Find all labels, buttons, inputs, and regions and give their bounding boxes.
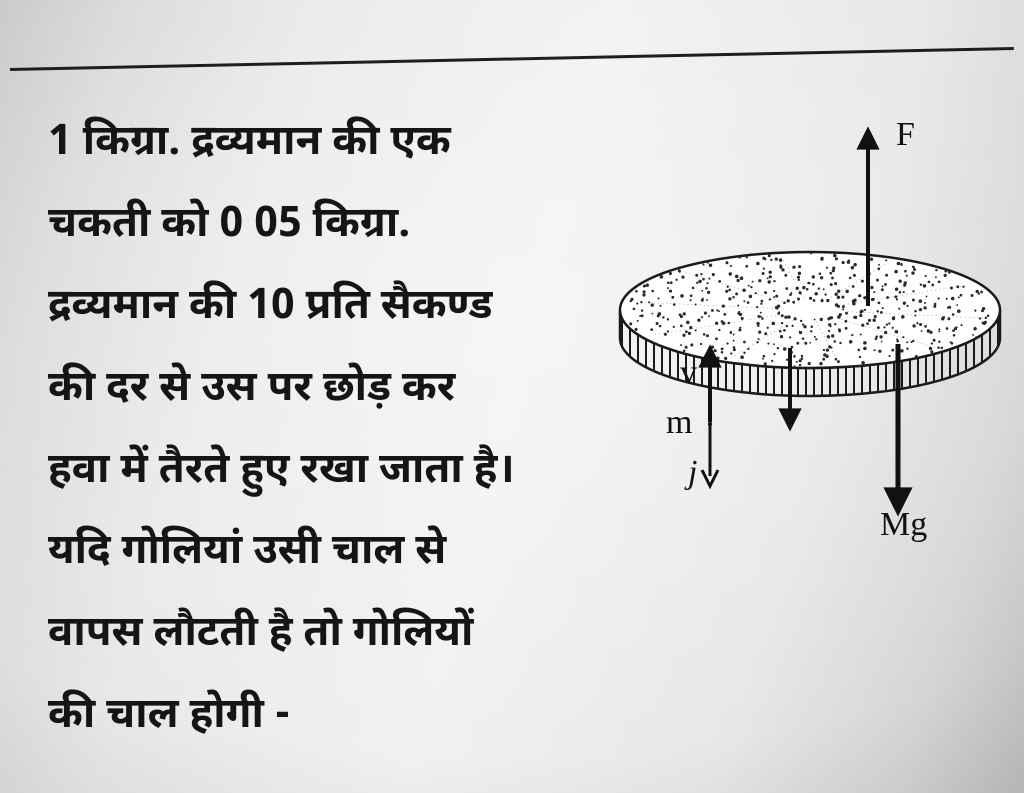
label-j: j (688, 454, 697, 492)
question-line: द्रव्यमान की 10 प्रति सैकण्ड (48, 268, 568, 350)
question-line: वापस लौटती है तो गोलियों (48, 595, 568, 677)
top-rule (10, 47, 1014, 71)
diagram-svg (580, 110, 1010, 580)
bullet-dot (708, 422, 712, 426)
physics-diagram: F Mg v m j (580, 110, 1010, 580)
label-m: m (666, 404, 692, 442)
label-F: F (896, 116, 915, 154)
question-line: की चाल होगी - (48, 677, 568, 759)
label-v: v (680, 354, 697, 392)
question-line: हवा में तैरते हुए रखा जाता है। (48, 432, 568, 514)
question-line: की दर से उस पर छोड़ कर (48, 350, 568, 432)
question-text: 1 किग्रा. द्रव्यमान की एक चकती को 0 05 क… (48, 104, 568, 759)
question-line: चकती को 0 05 किग्रा. (48, 186, 568, 268)
disc-top (620, 252, 1000, 368)
label-Mg: Mg (880, 506, 927, 544)
question-line: यदि गोलियां उसी चाल से (48, 513, 568, 595)
question-line: 1 किग्रा. द्रव्यमान की एक (48, 104, 568, 186)
